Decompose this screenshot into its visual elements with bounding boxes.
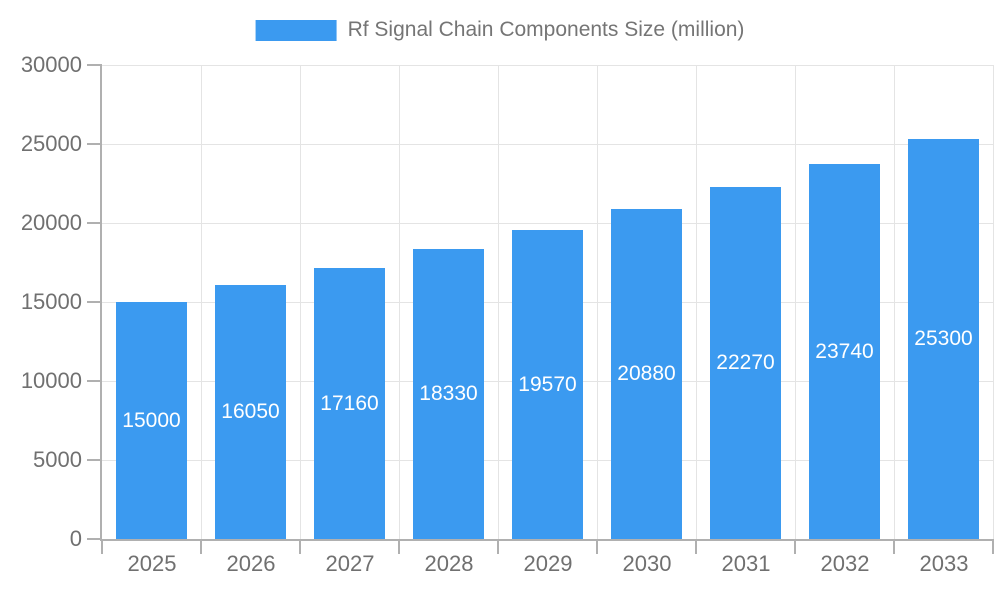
y-tick-label: 5000: [33, 447, 82, 472]
bar-value-label: 18330: [419, 382, 478, 405]
x-tick: [200, 539, 202, 554]
legend-label: Rf Signal Chain Components Size (million…: [347, 18, 745, 41]
x-tick-label: 2027: [325, 551, 375, 576]
v-gridline: [597, 65, 598, 539]
x-tick: [893, 539, 895, 554]
bar[interactable]: 23740: [809, 164, 880, 539]
y-tick-label: 25000: [20, 131, 82, 156]
bar[interactable]: 16050: [215, 285, 286, 539]
bar[interactable]: 17160: [314, 268, 385, 539]
x-tick-label: 2026: [226, 551, 276, 576]
y-tick-label: 0: [69, 526, 82, 551]
v-gridline: [894, 65, 895, 539]
bar-value-label: 19570: [518, 372, 577, 396]
x-tick-label: 2031: [721, 551, 771, 576]
v-gridline: [399, 65, 400, 539]
bar-value-label: 16050: [221, 400, 280, 423]
v-gridline: [795, 65, 796, 539]
x-tick: [992, 539, 994, 554]
bar[interactable]: 19570: [512, 230, 583, 539]
x-tick-label: 2029: [523, 551, 573, 576]
v-gridline: [201, 65, 202, 539]
y-tick-label: 10000: [20, 368, 82, 393]
y-tick: [87, 64, 102, 66]
bar-value-label: 15000: [122, 408, 181, 432]
chart-legend[interactable]: Rf Signal Chain Components Size (million…: [255, 18, 745, 42]
y-axis-line: [100, 65, 102, 541]
y-tick-label: 15000: [20, 289, 82, 314]
bar[interactable]: 22270: [710, 187, 781, 539]
bar-value-label: 23740: [815, 339, 874, 363]
y-tick: [87, 380, 102, 382]
x-tick-label: 2032: [820, 551, 870, 576]
x-tick-label: 2028: [424, 551, 474, 576]
x-tick: [794, 539, 796, 554]
x-tick: [398, 539, 400, 554]
bar-value-label: 25300: [914, 327, 973, 350]
v-gridline: [696, 65, 697, 539]
x-tick-label: 2033: [919, 551, 969, 576]
h-gridline: [102, 223, 993, 224]
x-tick: [695, 539, 697, 554]
h-gridline: [102, 144, 993, 145]
v-gridline: [498, 65, 499, 539]
x-tick-label: 2030: [622, 551, 672, 576]
bar[interactable]: 20880: [611, 209, 682, 539]
v-gridline: [300, 65, 301, 539]
y-tick: [87, 301, 102, 303]
y-tick: [87, 143, 102, 145]
bar-value-label: 17160: [320, 391, 379, 415]
y-tick: [87, 222, 102, 224]
bar-value-label: 22270: [716, 351, 775, 374]
bar-value-label: 20880: [617, 362, 676, 385]
bar[interactable]: 15000: [116, 302, 187, 539]
y-tick-label: 20000: [20, 210, 82, 235]
x-tick-label: 2025: [127, 551, 177, 576]
bar[interactable]: 18330: [413, 249, 484, 539]
y-tick-label: 30000: [20, 52, 82, 77]
h-gridline: [102, 65, 993, 66]
x-axis-line: [100, 539, 993, 541]
y-tick: [87, 459, 102, 461]
x-tick: [101, 539, 103, 554]
x-tick: [596, 539, 598, 554]
x-tick: [497, 539, 499, 554]
bar[interactable]: 25300: [908, 139, 979, 539]
y-tick: [87, 538, 102, 540]
v-gridline: [993, 65, 994, 539]
legend-swatch-icon: [255, 19, 337, 41]
x-tick: [299, 539, 301, 554]
